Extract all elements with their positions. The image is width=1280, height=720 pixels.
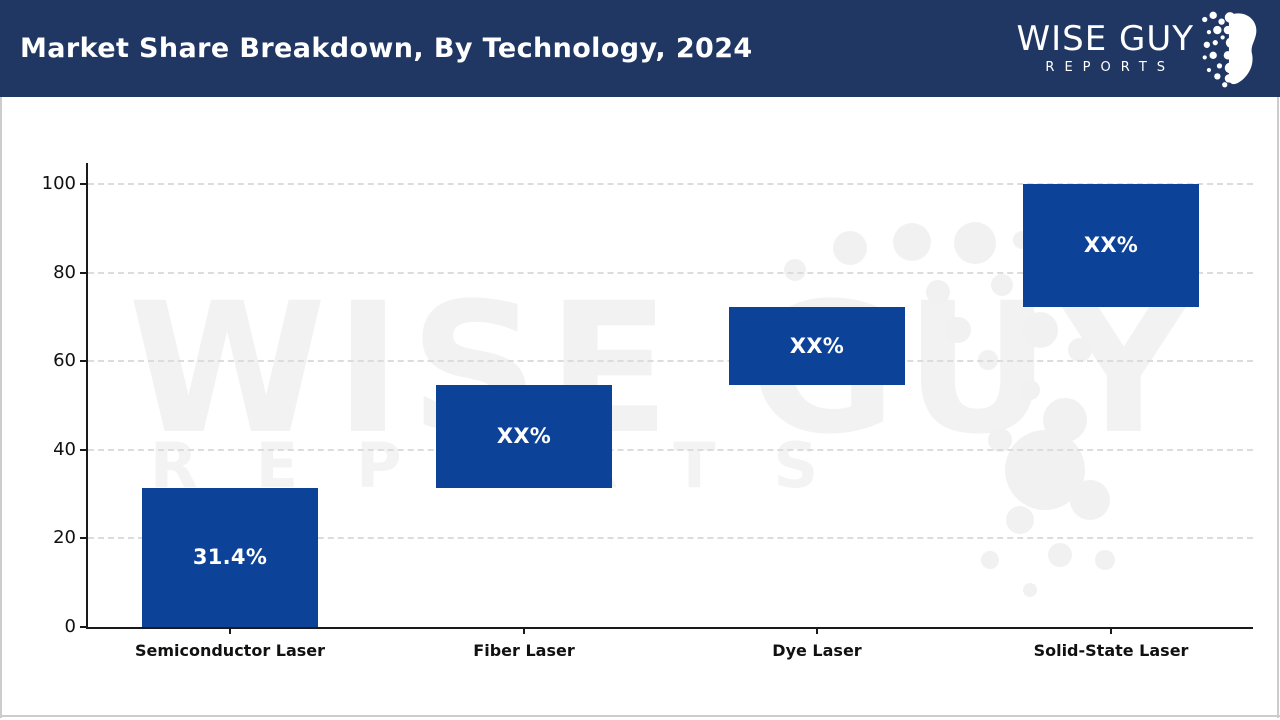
bar-segment: XX% bbox=[1023, 184, 1199, 307]
watermark-brand-text: WISE GUY bbox=[128, 265, 1198, 474]
gridline bbox=[88, 183, 1253, 185]
bar-segment: XX% bbox=[436, 384, 612, 488]
x-tick bbox=[229, 627, 231, 634]
x-category-label: Semiconductor Laser bbox=[134, 641, 326, 660]
bar-value-label: 31.4% bbox=[192, 545, 268, 570]
chart-canvas: WISE GUY REPORTS 02040608010031.4%Semico… bbox=[0, 97, 1280, 720]
x-tick bbox=[816, 627, 818, 634]
gridline bbox=[88, 537, 1253, 540]
y-tick-label: 100 bbox=[41, 173, 76, 194]
y-tick bbox=[80, 537, 88, 540]
bar-segment: 31.4% bbox=[142, 487, 318, 627]
x-category-label: Fiber Laser bbox=[473, 641, 575, 660]
gridline bbox=[88, 448, 1253, 451]
y-tick-label: 20 bbox=[53, 527, 76, 549]
page-title: Market Share Breakdown, By Technology, 2… bbox=[20, 33, 753, 64]
frame-right-line bbox=[1277, 97, 1279, 718]
bar-value-label: XX% bbox=[496, 424, 552, 449]
x-axis-line bbox=[86, 627, 1253, 629]
header: Market Share Breakdown, By Technology, 2… bbox=[0, 0, 1280, 97]
y-tick-label: 60 bbox=[53, 350, 76, 372]
brand-subtitle: REPORTS bbox=[1045, 59, 1176, 75]
x-tick bbox=[523, 627, 525, 634]
y-tick bbox=[80, 360, 88, 363]
gridline bbox=[88, 360, 1253, 363]
bar-segment: XX% bbox=[729, 306, 905, 385]
y-tick bbox=[80, 271, 88, 274]
brand-name: WISE GUY bbox=[1016, 19, 1194, 60]
x-category-label: Solid-State Laser bbox=[1033, 641, 1189, 660]
x-tick bbox=[1110, 627, 1112, 634]
gridline bbox=[88, 271, 1253, 274]
y-tick-label: 40 bbox=[53, 438, 76, 460]
frame-left-line bbox=[0, 97, 2, 718]
face-profile-icon bbox=[1202, 11, 1257, 87]
brand-logo: WISE GUY REPORTS bbox=[1016, 9, 1262, 89]
bar-value-label: XX% bbox=[789, 333, 845, 358]
y-tick bbox=[80, 626, 88, 628]
y-tick bbox=[80, 448, 88, 451]
frame-bottom-line bbox=[0, 715, 1280, 717]
y-tick-label: 0 bbox=[64, 616, 76, 637]
y-axis-line bbox=[86, 163, 88, 629]
y-tick-label: 80 bbox=[53, 261, 76, 283]
x-category-label: Dye Laser bbox=[772, 641, 862, 660]
bar-value-label: XX% bbox=[1083, 233, 1139, 258]
y-tick bbox=[80, 183, 88, 185]
